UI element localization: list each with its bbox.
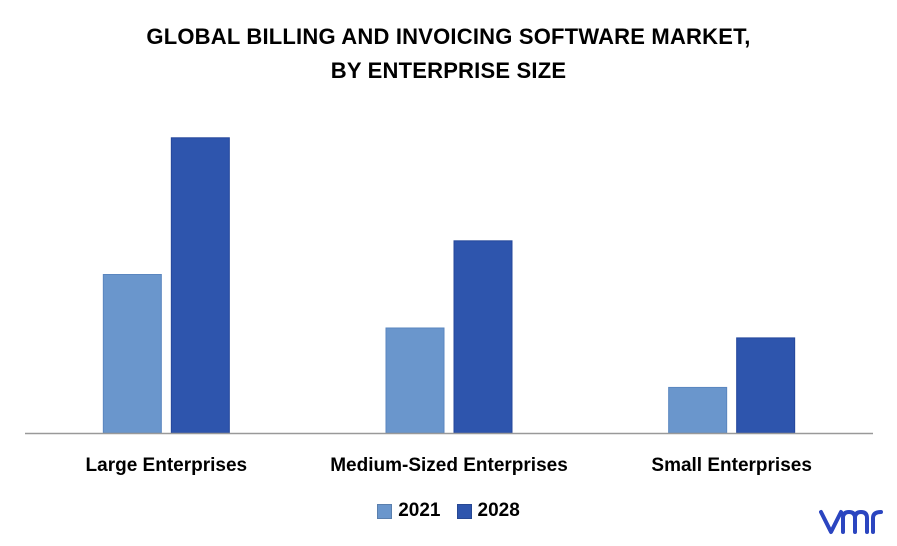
bar-2028-large-enterprises — [170, 137, 230, 434]
x-tick-label: Medium-Sized Enterprises — [330, 455, 568, 476]
legend-swatch-2028 — [456, 503, 472, 519]
chart-title: GLOBAL BILLING AND INVOICING SOFTWARE MA… — [0, 20, 897, 88]
bar-2021-large-enterprises — [102, 274, 162, 434]
bar-2021-small-enterprises — [668, 386, 728, 434]
bar-2028-medium-sized-enterprises — [453, 240, 513, 434]
legend-item-2021: 2021 — [377, 500, 441, 522]
chart-legend: 2021 2028 — [0, 500, 897, 522]
chart-title-line-2: BY ENTERPRISE SIZE — [330, 58, 567, 83]
legend-swatch-2021 — [377, 503, 393, 519]
legend-item-2028: 2028 — [456, 500, 520, 522]
x-tick-label: Small Enterprises — [651, 455, 812, 476]
legend-label-2021: 2021 — [398, 500, 441, 521]
bar-2021-medium-sized-enterprises — [385, 327, 445, 434]
legend-label-2028: 2028 — [477, 500, 520, 521]
vmr-logo-icon — [819, 504, 889, 538]
chart-title-line-1: GLOBAL BILLING AND INVOICING SOFTWARE MA… — [146, 24, 751, 49]
x-tick-label: Large Enterprises — [86, 455, 248, 476]
bar-2028-small-enterprises — [736, 337, 796, 434]
